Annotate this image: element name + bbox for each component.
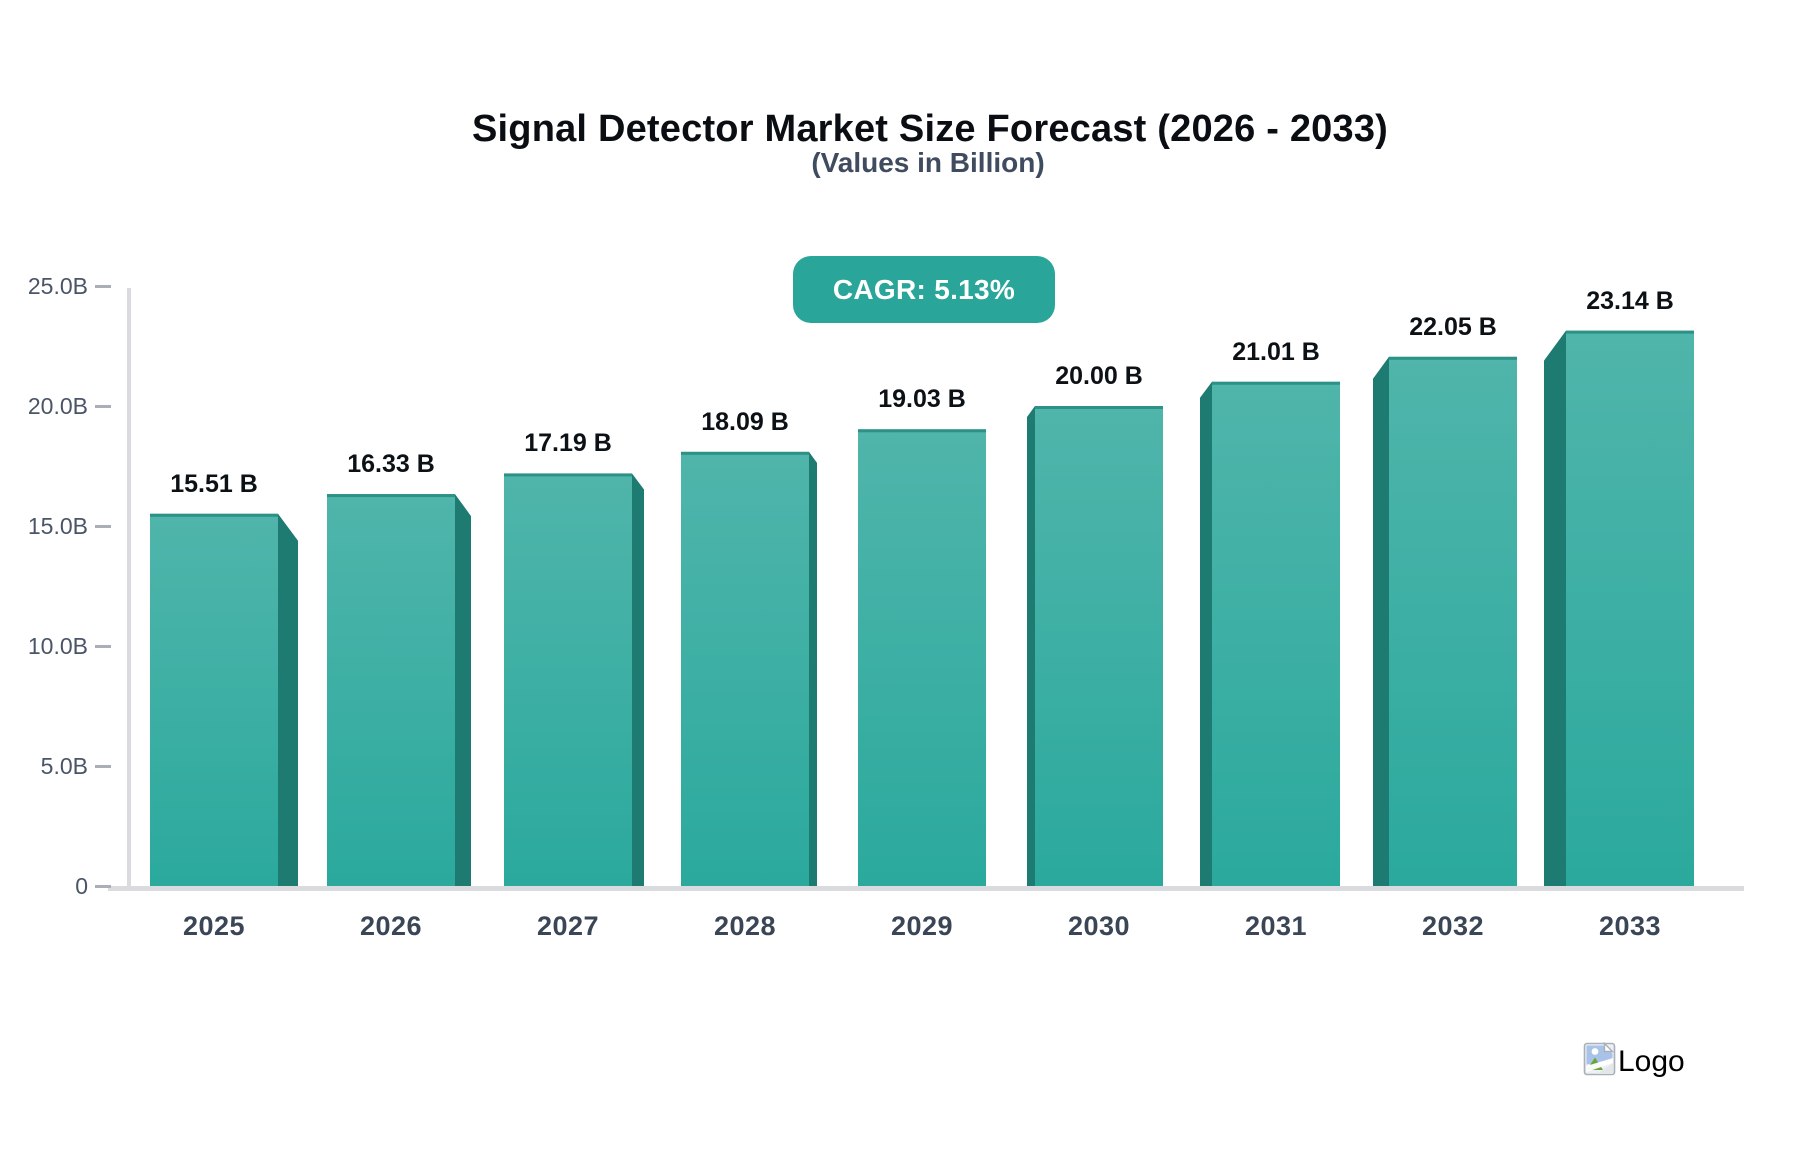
cagr-badge-label: CAGR: 5.13% (832, 273, 1016, 305)
x-axis-year-label: 2030 (1067, 911, 1131, 941)
bar-top-edge (858, 429, 986, 433)
bar-value-label: 17.19 B (524, 429, 612, 458)
bar-2031 (1212, 381, 1340, 886)
bar-side-face (455, 494, 471, 886)
y-axis-tick-label: 20.0B (27, 393, 88, 419)
bar-value-label: 15.51 B (170, 469, 258, 498)
axes (95, 285, 1744, 891)
bar-side-face (1027, 406, 1035, 886)
x-axis-year-label: 2033 (1598, 911, 1662, 941)
y-axis-line (127, 288, 131, 890)
bar-top-edge (1566, 330, 1694, 334)
y-axis-tick-label: 25.0B (27, 273, 88, 299)
bar-2032 (1389, 356, 1517, 886)
x-axis-year-label: 2032 (1421, 911, 1485, 941)
bar-top-edge (504, 473, 632, 477)
y-axis-tick-dash (95, 285, 111, 288)
bar-top-edge (327, 494, 455, 498)
bar-value-label: 16.33 B (347, 450, 435, 479)
bar-2030 (1035, 406, 1163, 886)
logo-alt-text: Logo (1618, 1045, 1685, 1078)
bar-2025 (150, 513, 278, 886)
x-axis-year-label: 2028 (713, 911, 777, 941)
bar-2027 (504, 473, 632, 886)
bar-value-label: 18.09 B (701, 407, 789, 436)
x-axis-line (108, 886, 1744, 891)
y-axis-tick-label: 0 (75, 873, 88, 899)
x-axis-year-label: 2031 (1244, 911, 1308, 941)
bar-side-face (278, 513, 298, 886)
bar-side-face (632, 473, 644, 886)
bar-side-face (809, 451, 817, 886)
bar-top-edge (1035, 406, 1163, 409)
bar-2026 (327, 494, 455, 886)
bar-value-label: 20.00 B (1055, 362, 1143, 390)
y-axis-tick-dash (95, 885, 111, 888)
bar-side-face (1544, 330, 1566, 886)
bars (150, 330, 1694, 886)
bar-value-label: 21.01 B (1232, 337, 1320, 366)
bar-side-face (1200, 381, 1212, 886)
y-axis-tick-label: 15.0B (27, 513, 88, 539)
bar-top-edge (681, 451, 809, 455)
bar-value-label: 23.14 B (1586, 286, 1674, 315)
cagr-badge: CAGR: 5.13% (793, 256, 1055, 323)
y-axis-tick-label: 5.0B (40, 753, 88, 779)
bar-2033 (1566, 330, 1694, 886)
x-axis-year-label: 2029 (890, 911, 954, 941)
x-axis-year-label: 2027 (536, 911, 600, 941)
bar-value-label: 22.05 B (1409, 312, 1497, 341)
bar-value-label: 19.03 B (878, 385, 966, 414)
chart-title: Signal Detector Market Size Forecast (20… (471, 108, 1389, 150)
bar-top-edge (150, 513, 278, 517)
y-axis-tick-label: 10.0B (27, 633, 88, 659)
bar-side-face (1373, 356, 1389, 886)
y-axis-tick-dash (95, 765, 111, 768)
y-axis-tick-dash (95, 645, 111, 648)
x-axis-year-label: 2025 (182, 911, 246, 941)
y-axis-tick-dash (95, 525, 111, 528)
bar-top-edge (1212, 381, 1340, 385)
y-axis-tick-dash (95, 405, 111, 408)
chart-subtitle: (Values in Billion) (811, 147, 1045, 178)
logo: Logo (1583, 1039, 1685, 1077)
broken-image-icon (1583, 1041, 1616, 1076)
x-axis-year-label: 2026 (359, 911, 423, 941)
bar-top-edge (1389, 356, 1517, 360)
bar-2029 (858, 429, 986, 886)
bar-2028 (681, 451, 809, 886)
